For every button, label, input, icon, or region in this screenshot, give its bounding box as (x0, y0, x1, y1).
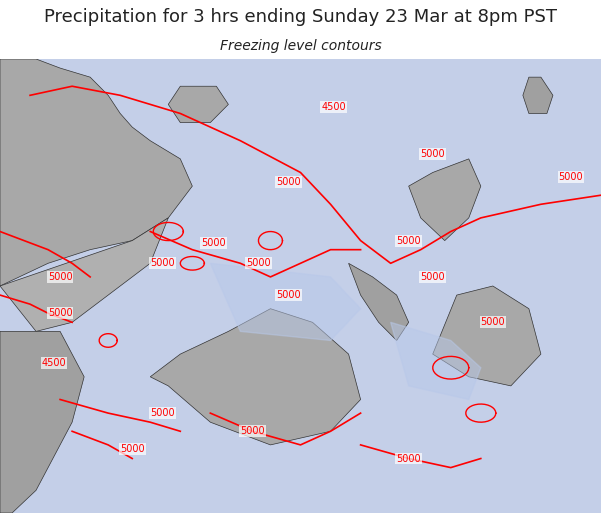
Text: 5000: 5000 (397, 235, 421, 246)
Text: 5000: 5000 (240, 426, 264, 436)
Text: 5000: 5000 (150, 259, 174, 268)
Polygon shape (523, 77, 553, 113)
Text: 4500: 4500 (42, 358, 66, 368)
Text: 5000: 5000 (201, 238, 225, 248)
Text: 5000: 5000 (246, 259, 270, 268)
Polygon shape (0, 331, 84, 513)
Text: 5000: 5000 (559, 172, 583, 182)
Polygon shape (0, 59, 192, 286)
Polygon shape (409, 159, 481, 241)
Text: Freezing level contours: Freezing level contours (219, 39, 382, 53)
Text: 5000: 5000 (48, 272, 72, 282)
Polygon shape (168, 86, 228, 123)
Text: 5000: 5000 (120, 444, 144, 455)
Text: 5000: 5000 (481, 318, 505, 327)
Text: 5000: 5000 (397, 453, 421, 464)
Text: 5000: 5000 (276, 290, 300, 300)
Polygon shape (349, 263, 409, 341)
Text: 5000: 5000 (421, 149, 445, 160)
Polygon shape (150, 309, 361, 445)
Text: Precipitation for 3 hrs ending Sunday 23 Mar at 8pm PST: Precipitation for 3 hrs ending Sunday 23… (44, 8, 557, 26)
Polygon shape (210, 263, 361, 341)
Text: 4500: 4500 (322, 102, 346, 112)
Text: 5000: 5000 (276, 176, 300, 187)
Text: 5000: 5000 (421, 272, 445, 282)
Polygon shape (391, 322, 481, 400)
Text: 5000: 5000 (48, 308, 72, 318)
Polygon shape (433, 286, 541, 386)
Text: 5000: 5000 (150, 408, 174, 418)
Polygon shape (0, 218, 168, 331)
Polygon shape (0, 59, 601, 513)
